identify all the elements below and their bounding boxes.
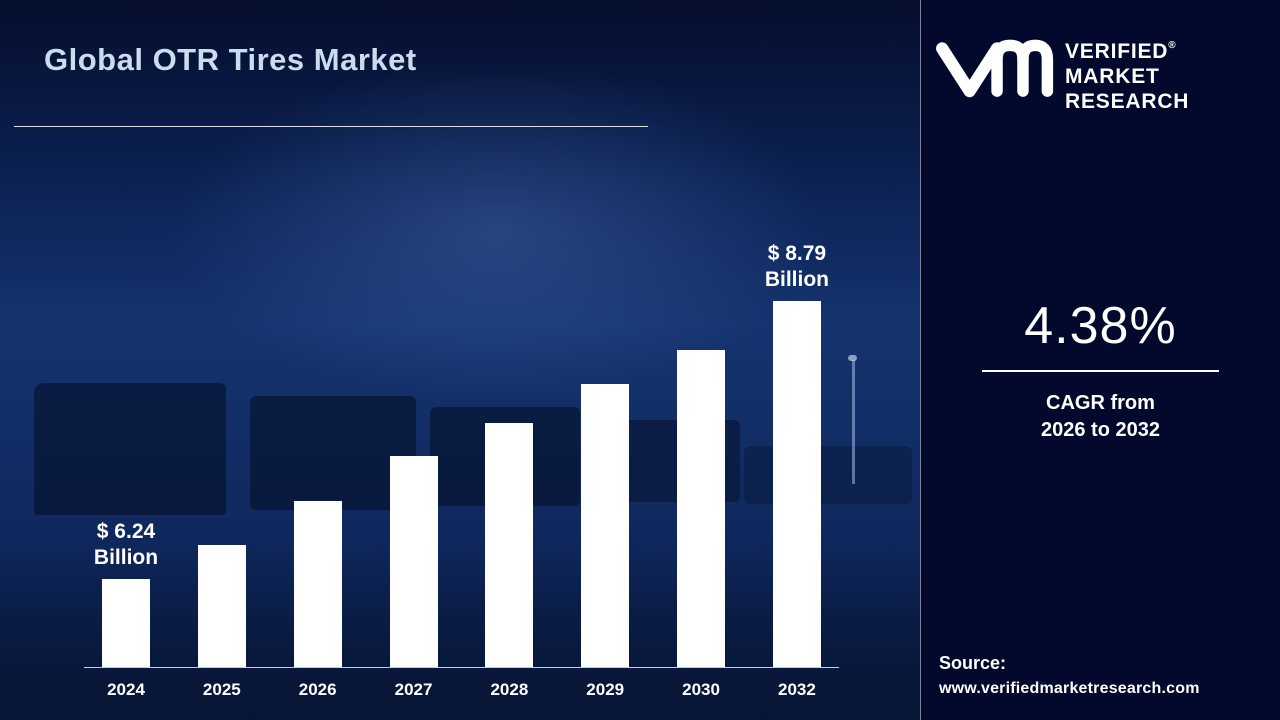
bar-chart: $ 6.24 Billion $ 8.79 Billion 2024 2025 2026 2… xyxy=(84,242,839,700)
bar-2027 xyxy=(389,456,438,667)
ground-shadow xyxy=(0,545,920,720)
bar-column-2030 xyxy=(677,350,726,667)
labels-row: 2024 2025 2026 2027 2028 2029 2030 2032 xyxy=(84,680,839,700)
x-tick-2025: 2025 xyxy=(202,680,241,699)
streetlight-pole xyxy=(852,360,855,484)
brand-name-line2: MARKET xyxy=(1065,64,1160,88)
x-tick-2026: 2026 xyxy=(298,680,337,699)
bar-2029 xyxy=(581,384,630,667)
cagr-caption: CAGR from 2026 to 2032 xyxy=(921,390,1280,444)
registered-mark: ® xyxy=(1168,40,1177,51)
brand-block: VERIFIED® MARKET RESEARCH xyxy=(921,0,1280,114)
cagr-underline xyxy=(982,370,1219,372)
bar-2028 xyxy=(485,423,534,667)
value-label-2032: $ 8.79 Billion xyxy=(764,241,829,291)
chart-scene: Global OTR Tires Market $ 6.24 Billion $ 8… xyxy=(0,0,920,720)
x-tick-2032: 2032 xyxy=(777,680,816,699)
truck-silhouette xyxy=(744,446,912,504)
bar-2030 xyxy=(677,350,726,667)
cagr-caption-line1: CAGR from xyxy=(1046,392,1155,414)
x-tick-2029: 2029 xyxy=(586,680,625,699)
bar-2025 xyxy=(197,545,246,667)
value-label-2024: $ 6.24 Billion xyxy=(93,519,159,569)
x-tick-2028: 2028 xyxy=(490,680,529,699)
x-tick-2030: 2030 xyxy=(682,680,720,699)
title-underline xyxy=(14,126,648,127)
bar-column-2028 xyxy=(485,423,534,667)
page-title: Global OTR Tires Market xyxy=(44,42,417,77)
info-panel: VERIFIED® MARKET RESEARCH 4.38% CAGR fro… xyxy=(920,0,1280,720)
vmr-logo-icon xyxy=(936,39,1054,98)
source-block: Source: www.verifiedmarketresearch.com xyxy=(939,653,1200,698)
bar-2032 xyxy=(772,301,821,667)
bar-column-2024: $ 6.24 Billion xyxy=(94,520,158,667)
x-tick-2027: 2027 xyxy=(394,680,433,699)
bar-2024 xyxy=(102,579,150,667)
sky-glow-decoration xyxy=(165,57,828,404)
truck-silhouette xyxy=(34,383,226,515)
bar-column-2027 xyxy=(389,456,438,667)
source-label: Source: xyxy=(939,653,1007,673)
brand-name: VERIFIED® MARKET RESEARCH xyxy=(1065,34,1189,114)
cagr-stat: 4.38% CAGR from 2026 to 2032 xyxy=(921,296,1280,444)
cagr-value: 4.38% xyxy=(1024,297,1177,355)
bar-2026 xyxy=(293,501,342,667)
bar-column-2029 xyxy=(581,384,630,667)
truck-silhouette xyxy=(250,396,416,510)
bars-row: $ 6.24 Billion $ 8.79 Billion xyxy=(84,242,839,668)
brand-name-line3: RESEARCH xyxy=(1065,89,1190,113)
source-url: www.verifiedmarketresearch.com xyxy=(939,680,1200,697)
bar-column-2025 xyxy=(197,545,246,667)
x-tick-2024: 2024 xyxy=(107,680,145,699)
cagr-caption-line2: 2026 to 2032 xyxy=(1041,419,1160,441)
streetlight-lamp xyxy=(848,355,857,361)
brand-name-line1: VERIFIED® xyxy=(1065,40,1177,63)
bar-column-2026 xyxy=(293,501,342,667)
bar-column-2032: $ 8.79 Billion xyxy=(765,242,829,667)
